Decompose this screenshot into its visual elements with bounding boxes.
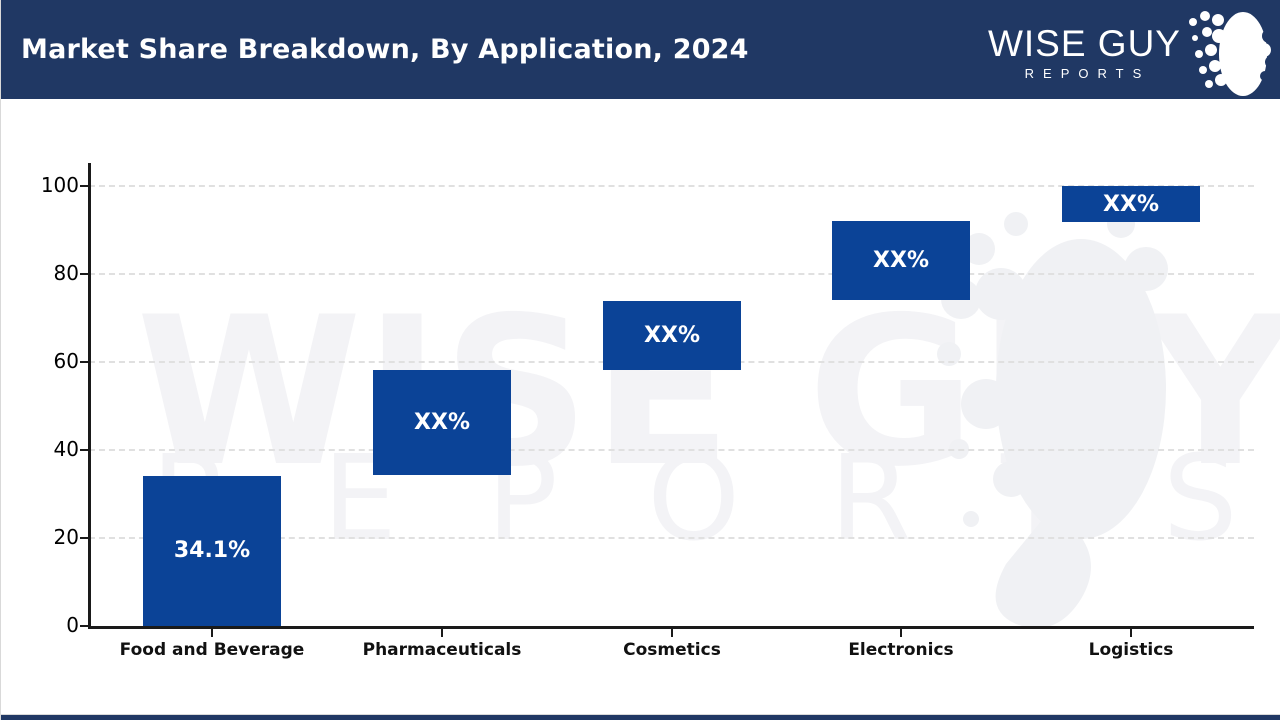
header-bar: Market Share Breakdown, By Application, …	[1, 0, 1280, 99]
x-tick-mark	[211, 628, 213, 637]
gridline-40	[89, 449, 1254, 451]
x-tick-mark	[441, 628, 443, 637]
x-axis-label: Electronics	[848, 640, 954, 660]
y-tick-mark	[80, 537, 89, 539]
y-tick-mark	[80, 449, 89, 451]
x-tick-mark	[1130, 628, 1132, 637]
bar-food-and-beverage: 34.1%	[143, 475, 281, 626]
watermark-head-icon	[937, 210, 1168, 629]
x-tick-mark	[900, 628, 902, 637]
y-tick-label: 40	[53, 437, 79, 461]
y-tick-label: 60	[53, 349, 79, 373]
y-tick-mark	[80, 361, 89, 363]
x-axis-label: Food and Beverage	[119, 640, 305, 660]
y-tick-label: 80	[53, 261, 79, 285]
y-tick-label: 0	[66, 613, 79, 637]
gridline-80	[89, 273, 1254, 275]
x-axis-line	[88, 626, 1254, 629]
gridline-100	[89, 185, 1254, 187]
bar-value-label: XX%	[1103, 191, 1159, 217]
bar-cosmetics: XX%	[603, 300, 741, 370]
y-tick-label: 100	[40, 173, 79, 197]
bar-electronics: XX%	[832, 221, 970, 301]
logo-head-icon	[1189, 11, 1271, 96]
gridline-20	[89, 537, 1254, 539]
x-axis-label: Cosmetics	[623, 640, 721, 660]
chart-area: WISE GUY R E P O R T S 0 20 40 60 80 100 34.1%…	[1, 99, 1280, 715]
logo-text: WISE GUY REPORTS	[988, 23, 1181, 81]
bar-logistics: XX%	[1062, 186, 1200, 223]
bar-value-label: XX%	[873, 248, 929, 274]
bar-value-label: XX%	[644, 322, 700, 348]
footer-strip	[1, 714, 1280, 720]
y-tick-label: 20	[53, 525, 79, 549]
y-tick-mark	[80, 625, 89, 627]
x-axis-label: Pharmaceuticals	[362, 640, 522, 660]
plot: 0 20 40 60 80 100 34.1% Food and Beverage XX% Pha…	[1, 99, 1280, 715]
bar-value-label: XX%	[414, 409, 470, 435]
x-tick-mark	[671, 628, 673, 637]
logo-wordmark: WISE GUY	[987, 23, 1181, 64]
y-tick-mark	[80, 185, 89, 187]
logo-subtitle: REPORTS	[1024, 66, 1151, 81]
bar-pharmaceuticals: XX%	[373, 369, 511, 476]
bar-value-label: 34.1%	[173, 538, 251, 564]
y-axis-line	[88, 163, 91, 628]
x-axis-label: Logistics	[1088, 640, 1174, 660]
wise-guy-logo: WISE GUY REPORTS	[988, 6, 1271, 98]
page-title: Market Share Breakdown, By Application, …	[21, 34, 749, 65]
y-tick-mark	[80, 273, 89, 275]
